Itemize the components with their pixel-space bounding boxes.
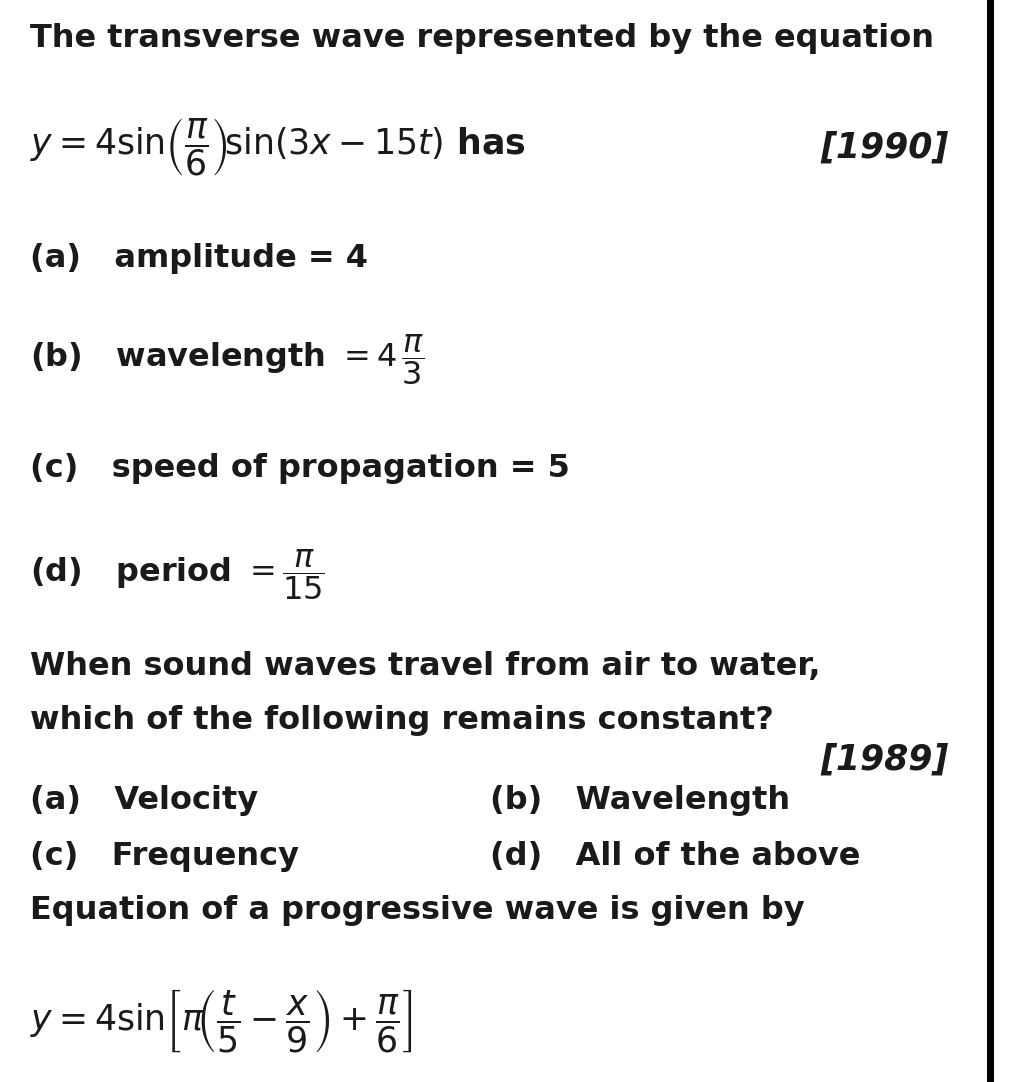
Text: [1990]: [1990]	[820, 131, 948, 164]
Text: (d)   All of the above: (d) All of the above	[490, 841, 860, 871]
Text: Equation of a progressive wave is given by: Equation of a progressive wave is given …	[30, 895, 805, 925]
Text: (c)   speed of propagation = 5: (c) speed of propagation = 5	[30, 452, 570, 484]
Text: (c)   Frequency: (c) Frequency	[30, 841, 299, 871]
Text: When sound waves travel from air to water,: When sound waves travel from air to wate…	[30, 650, 820, 682]
Text: The transverse wave represented by the equation: The transverse wave represented by the e…	[30, 23, 934, 53]
Text: $y = 4\sin\!\left[\pi\!\left(\dfrac{t}{5} - \dfrac{x}{9}\right) + \dfrac{\pi}{6}: $y = 4\sin\!\left[\pi\!\left(\dfrac{t}{5…	[30, 987, 413, 1054]
Text: (d)   period $= \dfrac{\pi}{15}$: (d) period $= \dfrac{\pi}{15}$	[30, 547, 325, 603]
Text: $y = 4\sin\!\left(\dfrac{\pi}{6}\right)\!\sin(3x - 15t)$ has: $y = 4\sin\!\left(\dfrac{\pi}{6}\right)\…	[30, 117, 525, 180]
Text: (a)   amplitude = 4: (a) amplitude = 4	[30, 242, 368, 274]
Text: (a)   Velocity: (a) Velocity	[30, 784, 258, 816]
Text: (b)   Wavelength: (b) Wavelength	[490, 784, 791, 816]
Text: [1989]: [1989]	[820, 743, 948, 777]
Text: (b)   wavelength $= 4\,\dfrac{\pi}{3}$: (b) wavelength $= 4\,\dfrac{\pi}{3}$	[30, 332, 424, 387]
Text: which of the following remains constant?: which of the following remains constant?	[30, 704, 774, 736]
